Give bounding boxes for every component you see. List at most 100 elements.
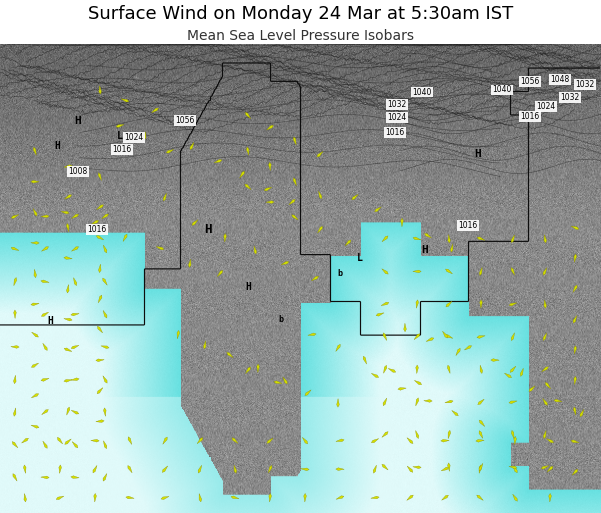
- Text: 1032: 1032: [560, 93, 579, 102]
- Text: 1048: 1048: [551, 75, 570, 84]
- Polygon shape: [424, 233, 432, 238]
- Polygon shape: [32, 332, 38, 337]
- Polygon shape: [97, 388, 103, 394]
- Text: H: H: [75, 115, 81, 126]
- Polygon shape: [97, 326, 103, 333]
- Polygon shape: [56, 496, 64, 500]
- Polygon shape: [59, 465, 61, 473]
- Polygon shape: [544, 300, 546, 308]
- Polygon shape: [97, 205, 103, 210]
- Polygon shape: [571, 440, 579, 443]
- Polygon shape: [543, 430, 546, 439]
- Polygon shape: [156, 247, 164, 250]
- Polygon shape: [43, 343, 47, 350]
- Polygon shape: [374, 207, 382, 212]
- Polygon shape: [214, 160, 222, 163]
- Polygon shape: [71, 313, 79, 316]
- Polygon shape: [101, 346, 109, 348]
- Polygon shape: [414, 333, 420, 340]
- Polygon shape: [305, 390, 311, 396]
- Polygon shape: [245, 184, 251, 190]
- Polygon shape: [116, 125, 124, 127]
- Polygon shape: [554, 399, 562, 402]
- Polygon shape: [510, 366, 516, 372]
- Polygon shape: [442, 331, 448, 338]
- Polygon shape: [281, 261, 289, 265]
- Polygon shape: [96, 420, 104, 422]
- Text: 1032: 1032: [575, 81, 594, 89]
- Text: H: H: [54, 141, 60, 151]
- Polygon shape: [511, 235, 514, 243]
- Polygon shape: [456, 348, 460, 356]
- Text: H: H: [475, 149, 481, 159]
- Polygon shape: [291, 215, 298, 220]
- Polygon shape: [413, 466, 421, 469]
- Polygon shape: [41, 409, 48, 415]
- Polygon shape: [478, 399, 484, 405]
- Polygon shape: [73, 278, 77, 286]
- Polygon shape: [452, 410, 459, 416]
- Polygon shape: [317, 226, 323, 233]
- Polygon shape: [520, 368, 523, 377]
- Polygon shape: [274, 381, 282, 384]
- Polygon shape: [268, 465, 272, 473]
- Polygon shape: [509, 466, 517, 469]
- Text: 1024: 1024: [536, 102, 556, 111]
- Polygon shape: [34, 269, 37, 278]
- Polygon shape: [546, 439, 554, 443]
- Polygon shape: [103, 408, 106, 417]
- Polygon shape: [71, 410, 79, 414]
- Text: 1040: 1040: [412, 88, 432, 96]
- Text: 1040: 1040: [492, 86, 511, 94]
- Polygon shape: [426, 338, 434, 342]
- Polygon shape: [11, 214, 19, 219]
- Polygon shape: [103, 278, 107, 285]
- Polygon shape: [12, 442, 18, 448]
- Text: 1056: 1056: [175, 116, 195, 125]
- Polygon shape: [121, 99, 129, 102]
- Polygon shape: [388, 368, 396, 372]
- Polygon shape: [514, 437, 516, 445]
- Polygon shape: [445, 334, 453, 338]
- Polygon shape: [14, 278, 17, 286]
- Polygon shape: [61, 211, 69, 214]
- Polygon shape: [445, 269, 453, 274]
- Polygon shape: [448, 463, 450, 471]
- Polygon shape: [99, 295, 102, 303]
- Polygon shape: [541, 466, 549, 469]
- Polygon shape: [254, 246, 257, 254]
- Text: 1008: 1008: [69, 167, 88, 176]
- Polygon shape: [301, 468, 309, 471]
- Polygon shape: [192, 220, 198, 225]
- Polygon shape: [544, 234, 546, 243]
- Text: b: b: [278, 315, 284, 324]
- Polygon shape: [293, 137, 296, 145]
- Polygon shape: [288, 200, 295, 205]
- Polygon shape: [102, 214, 109, 219]
- Polygon shape: [72, 247, 79, 251]
- Text: 1016: 1016: [87, 225, 106, 234]
- Polygon shape: [317, 151, 323, 157]
- Polygon shape: [352, 194, 358, 200]
- Polygon shape: [442, 495, 448, 500]
- Polygon shape: [282, 377, 287, 384]
- Polygon shape: [543, 399, 548, 405]
- Text: L: L: [117, 131, 123, 141]
- Polygon shape: [64, 319, 72, 321]
- Text: Surface Wind on Monday 24 Mar at 5:30am IST: Surface Wind on Monday 24 Mar at 5:30am …: [88, 5, 513, 23]
- Polygon shape: [401, 218, 403, 227]
- Polygon shape: [414, 381, 422, 385]
- Polygon shape: [413, 270, 421, 273]
- Polygon shape: [450, 244, 453, 252]
- Polygon shape: [337, 399, 340, 407]
- Polygon shape: [448, 234, 451, 243]
- Polygon shape: [383, 333, 387, 341]
- Polygon shape: [511, 333, 514, 341]
- Polygon shape: [64, 195, 72, 199]
- Polygon shape: [336, 439, 344, 442]
- Polygon shape: [382, 236, 388, 242]
- Polygon shape: [99, 264, 101, 272]
- Polygon shape: [293, 177, 296, 186]
- Polygon shape: [543, 333, 547, 341]
- Polygon shape: [477, 495, 483, 500]
